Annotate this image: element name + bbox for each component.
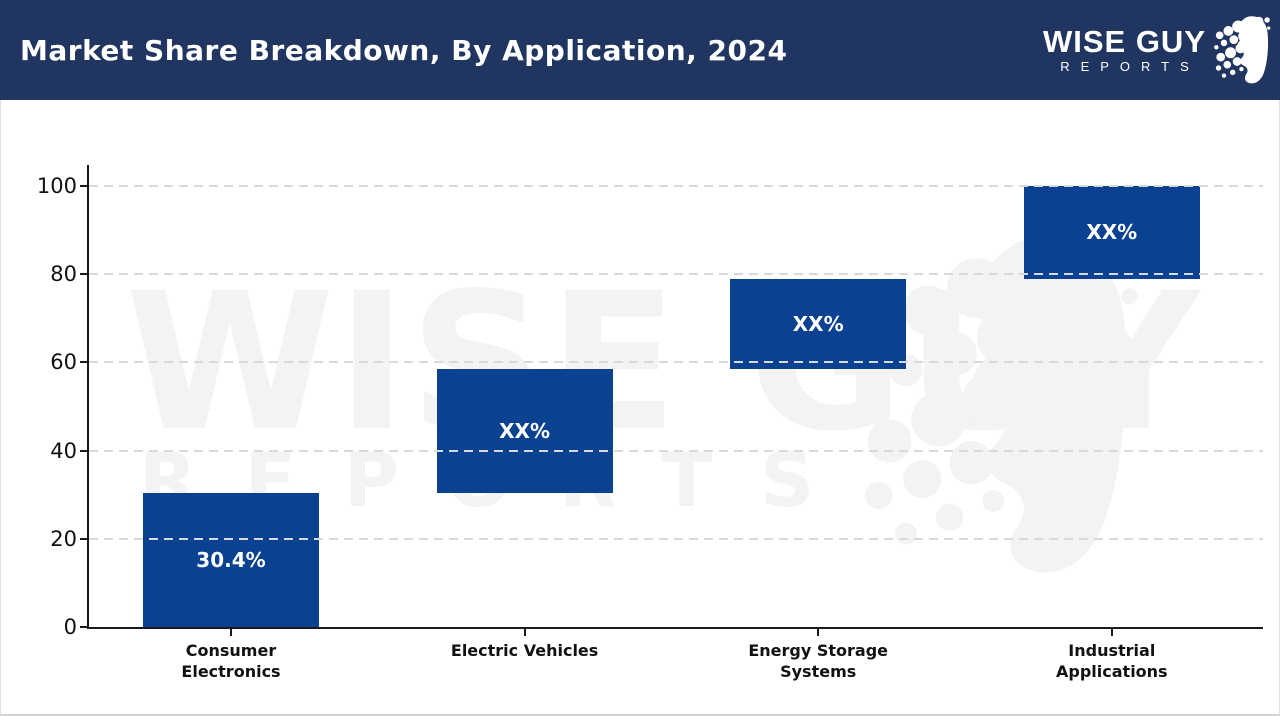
x-tick-label-line: Electronics [181, 662, 281, 681]
logo-wiseguy-text: WISE GUY [1042, 24, 1206, 59]
x-tick-label-2: Electric Vehicles [410, 640, 640, 661]
y-tick-mark-80 [80, 273, 89, 276]
bottom-divider [0, 714, 1280, 716]
y-tick-mark-0 [80, 626, 89, 628]
x-tick-mark-1 [230, 627, 232, 636]
x-tick-label-line: Applications [1056, 662, 1168, 681]
y-tick-mark-100 [80, 185, 89, 187]
x-axis-spine [87, 627, 1263, 629]
bar-value-label-2: XX% [499, 419, 551, 444]
gridline-y40 [89, 449, 1263, 452]
bar-value-label-4: XX% [1086, 220, 1138, 245]
bar-segment-2 [436, 369, 613, 493]
x-tick-mark-2 [523, 627, 526, 636]
x-tick-label-1: Consumer Electronics [116, 640, 346, 682]
x-tick-label-line: Industrial [1068, 641, 1156, 660]
chart-title: Market Share Breakdown, By Application, … [20, 33, 788, 67]
chart-canvas: WISE GUY REPORTS 30.4%ConsumerElectronic… [0, 100, 1280, 716]
gridline-y80 [89, 273, 1263, 276]
plot-area: 30.4% Consumer Electronics XX% Electric Vehi… [1, 100, 1279, 716]
y-tick-mark-40 [80, 449, 89, 452]
bar-segment-1 [143, 492, 319, 627]
logo-face-icon [1214, 16, 1271, 84]
y-tick-label-60: 60 [50, 350, 77, 375]
y-tick-label-100: 100 [36, 174, 77, 198]
x-tick-label-line: Systems [780, 662, 857, 681]
y-tick-label-40: 40 [50, 438, 77, 463]
gridline-y100 [89, 185, 1263, 187]
gridline-y20 [89, 537, 1263, 540]
bar-value-label-1: 30.4% [196, 547, 266, 572]
gridline-y60 [89, 361, 1263, 364]
x-tick-label-4: Industrial Applications [997, 640, 1227, 682]
y-tick-label-20: 20 [50, 526, 77, 551]
y-tick-mark-60 [80, 361, 89, 364]
y-axis-spine [87, 165, 89, 629]
header-bar: Market Share Breakdown, By Application, … [0, 0, 1280, 100]
x-tick-mark-3 [817, 627, 820, 636]
logo-reports-text: REPORTS [1060, 59, 1200, 74]
x-tick-mark-4 [1110, 627, 1113, 636]
x-tick-label-3: Energy Storage Systems [703, 640, 933, 682]
wiseguy-logo: WISE GUY REPORTS [1043, 0, 1272, 100]
x-tick-label-line: Electric Vehicles [450, 641, 599, 660]
y-tick-label-80: 80 [50, 262, 77, 287]
bar-value-label-3: XX% [792, 312, 844, 337]
y-tick-mark-20 [80, 537, 89, 540]
bar-segment-4 [1023, 186, 1200, 279]
y-tick-label-0: 0 [63, 615, 77, 639]
x-tick-label-line: Energy Storage [748, 641, 889, 660]
logo-text-block: WISE GUY REPORTS [1043, 25, 1206, 75]
x-tick-label-line: Consumer [185, 641, 277, 660]
bar-segment-3 [730, 278, 907, 370]
